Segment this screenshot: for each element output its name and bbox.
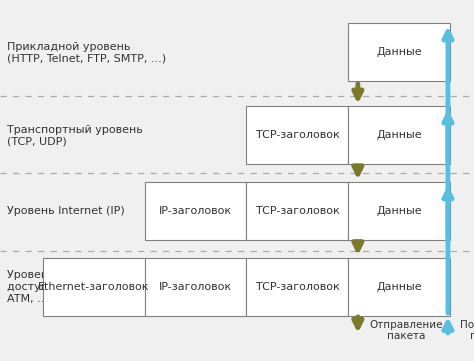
Bar [246, 258, 348, 316]
Text: Данные: Данные [376, 47, 422, 57]
Text: Транспортный уровень
(TCP, UDP): Транспортный уровень (TCP, UDP) [7, 125, 143, 146]
Bar [348, 258, 450, 316]
Text: Данные: Данные [376, 282, 422, 292]
Bar [246, 106, 348, 164]
Text: IP-заголовок: IP-заголовок [159, 282, 232, 292]
Bar [43, 258, 145, 316]
Bar [145, 182, 246, 240]
Bar [246, 182, 348, 240]
Text: Ethernet-заголовок: Ethernet-заголовок [38, 282, 149, 292]
Text: Получение
пакета: Получение пакета [460, 319, 474, 341]
Bar [145, 258, 246, 316]
Text: TCP-заголовок: TCP-заголовок [255, 130, 339, 140]
Text: TCP-заголовок: TCP-заголовок [255, 282, 339, 292]
Bar [348, 106, 450, 164]
Text: Уровень Internet (IP): Уровень Internet (IP) [7, 206, 125, 216]
Text: IP-заголовок: IP-заголовок [159, 206, 232, 216]
Text: Данные: Данные [376, 130, 422, 140]
Bar [348, 182, 450, 240]
Bar [348, 23, 450, 81]
Text: TCP-заголовок: TCP-заголовок [255, 206, 339, 216]
Text: Уровень сетевого
доступа (Ethernet, FDDI,
ATM, ...): Уровень сетевого доступа (Ethernet, FDDI… [7, 270, 148, 304]
Text: Данные: Данные [376, 206, 422, 216]
Text: Отправление
пакета: Отправление пакета [370, 319, 443, 341]
Text: Прикладной уровень
(HTTP, Telnet, FTP, SMTP, ...): Прикладной уровень (HTTP, Telnet, FTP, S… [7, 42, 166, 63]
